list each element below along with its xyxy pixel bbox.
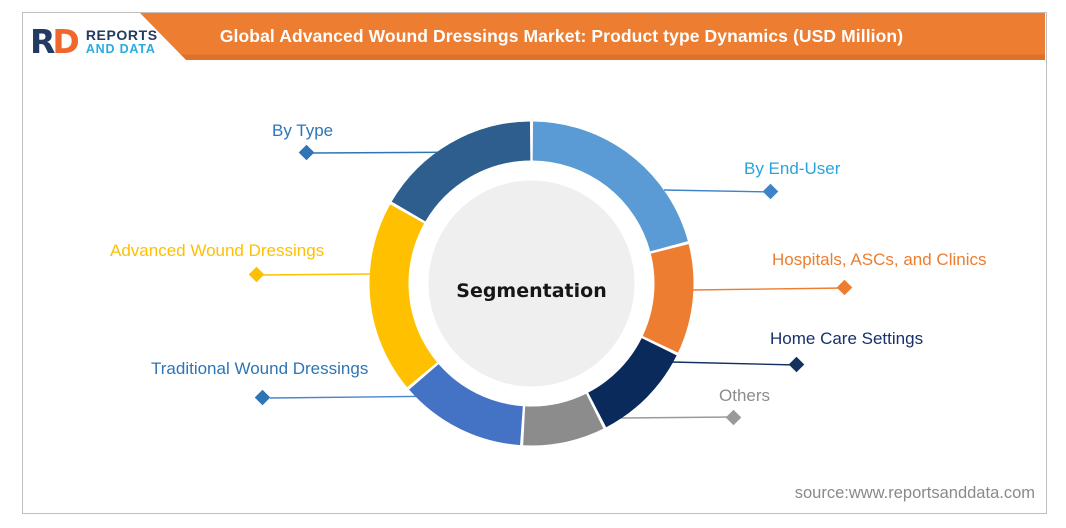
donut-segment-others — [523, 393, 604, 446]
others-connector-line — [620, 416, 735, 419]
label-home-care-settings: Home Care Settings — [770, 329, 924, 348]
donut-ring — [369, 121, 694, 446]
advanced-wound-dressings-connector-line — [262, 273, 372, 276]
label-by-type: By Type — [272, 121, 334, 140]
source-attribution: source:www.reportsanddata.com — [794, 484, 1035, 502]
logo-r-icon: R — [30, 22, 56, 61]
label-hospitals-ascs-and-clinics: Hospitals, ASCs, and Clinics — [772, 250, 987, 269]
hospitals-ascs-and-clinics-connector-line — [690, 287, 846, 291]
logo-line-and-data: AND DATA — [85, 41, 156, 56]
reports-and-data-logo: R D REPORTS AND DATA — [30, 25, 158, 58]
donut-segment-by-type — [391, 121, 531, 222]
page-title: Global Advanced Wound Dressings Market: … — [219, 26, 904, 46]
donut-segment-hospitals-ascs-and-clinics — [642, 244, 694, 353]
home-care-settings-connector-line — [670, 361, 798, 366]
donut-segment-traditional-wound-dressings — [409, 363, 524, 446]
logo-d-icon: D — [52, 22, 80, 61]
segmentation-center-label: Segmentation — [456, 280, 607, 302]
center-circle — [428, 180, 635, 387]
logo-line-reports: REPORTS — [85, 26, 158, 43]
donut-segment-advanced-wound-dressings — [369, 204, 438, 388]
label-by-end-user: By End-User — [744, 159, 841, 178]
label-others: Others — [719, 386, 771, 405]
by-end-user-connector-line — [663, 189, 772, 193]
logo-wordmark: REPORTS AND DATA — [85, 26, 158, 56]
title-banner: Global Advanced Wound Dressings Market: … — [140, 13, 1045, 60]
label-traditional-wound-dressings: Traditional Wound Dressings — [151, 359, 369, 378]
label-advanced-wound-dressings: Advanced Wound Dressings — [110, 241, 325, 260]
donut-segment-home-care-settings — [587, 337, 677, 428]
donut-segment-by-end-user — [532, 121, 688, 252]
